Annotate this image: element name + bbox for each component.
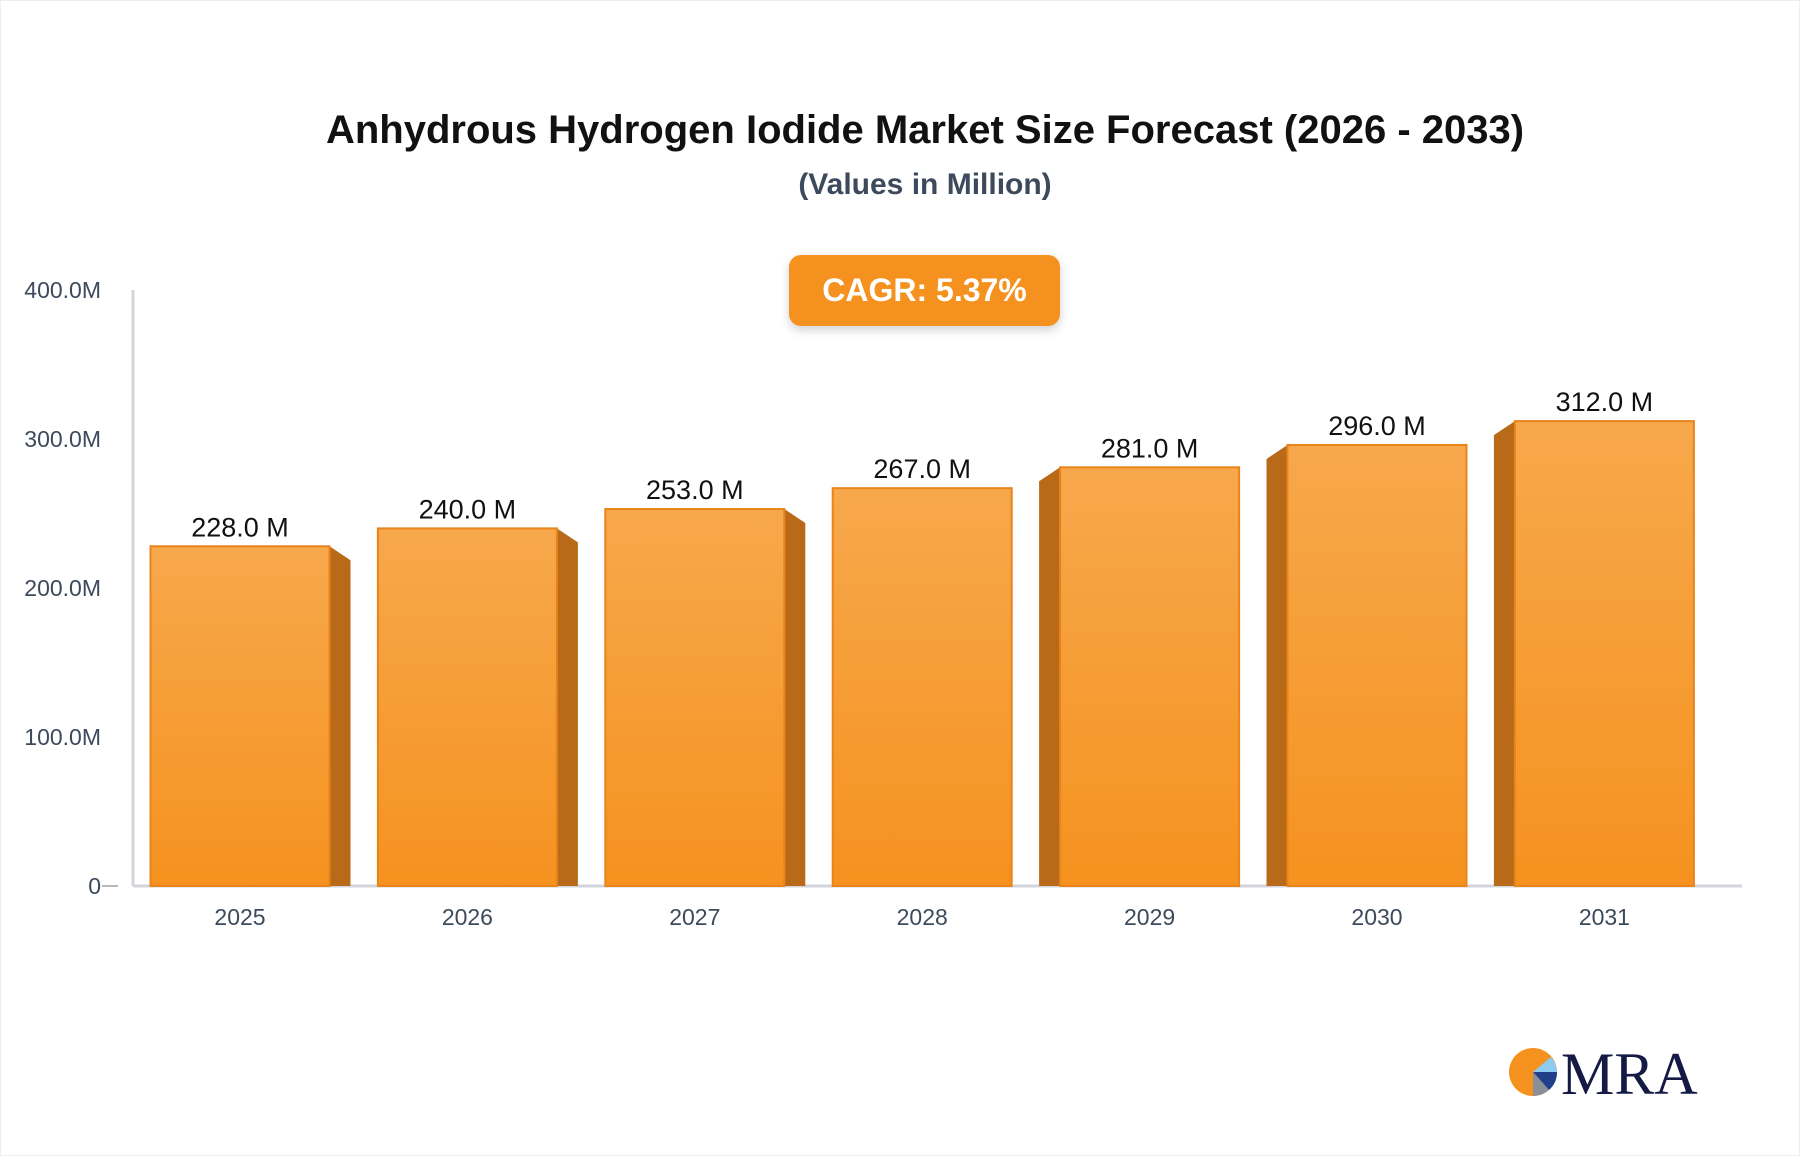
bar-side — [1039, 467, 1061, 886]
bar-2030 — [1286, 443, 1468, 887]
bar-side — [1266, 444, 1288, 886]
bar-2029 — [1059, 466, 1241, 887]
bar-side — [784, 509, 806, 886]
bar-side — [1493, 421, 1515, 886]
y-tick-label: 100.0M — [24, 724, 101, 750]
y-tick-label: 0 — [88, 873, 101, 899]
mra-logo: MRA — [1505, 1040, 1705, 1100]
data-label: 296.0 M — [1328, 411, 1426, 441]
chart-subtitle: (Values in Million) — [798, 168, 1052, 201]
bar-side — [329, 546, 351, 886]
bar-2025 — [149, 545, 331, 888]
x-tick-label: 2031 — [1579, 904, 1630, 930]
data-label: 253.0 M — [646, 475, 744, 505]
x-tick-label: 2025 — [214, 904, 265, 930]
y-tick-label: 400.0M — [24, 277, 101, 303]
chart-title: Anhydrous Hydrogen Iodide Market Size Fo… — [325, 108, 1525, 152]
x-tick-label: 2026 — [442, 904, 493, 930]
data-label: 228.0 M — [191, 512, 289, 542]
bar-2031 — [1513, 420, 1695, 887]
cagr-badge: CAGR: 5.37% — [789, 255, 1060, 326]
data-label: 240.0 M — [419, 494, 517, 524]
data-label: 281.0 M — [1101, 433, 1199, 463]
bar-2027 — [604, 508, 786, 887]
bar-2028 — [831, 487, 1013, 887]
x-tick-label: 2030 — [1351, 904, 1402, 930]
x-tick-label: 2027 — [669, 904, 720, 930]
y-tick-label: 300.0M — [24, 426, 101, 452]
bar-2026 — [376, 527, 558, 888]
x-tick-label: 2029 — [1124, 904, 1175, 930]
data-label: 312.0 M — [1556, 387, 1654, 417]
bar-side — [556, 528, 578, 886]
y-tick-label: 200.0M — [24, 575, 101, 601]
x-tick-label: 2028 — [897, 904, 948, 930]
data-label: 267.0 M — [873, 454, 971, 484]
logo-text: MRA — [1561, 1041, 1698, 1100]
